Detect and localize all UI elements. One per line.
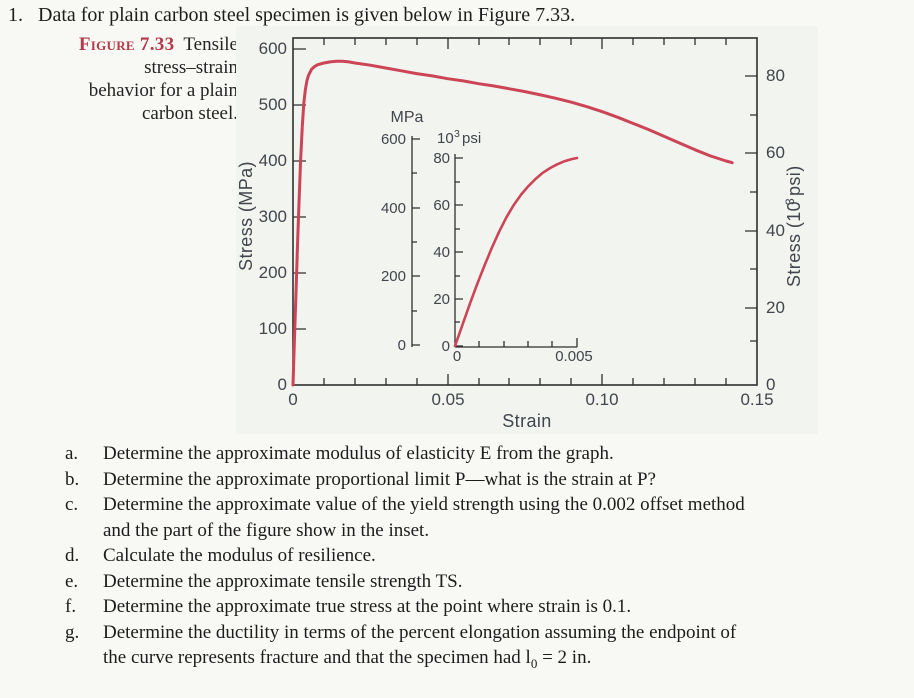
strain-tick-label: 0.10 [585,390,618,409]
inset-psi-tick-label: 40 [433,244,450,261]
inset-x-axis [455,338,578,348]
question-item-g: g. Determine the ductility in terms of t… [65,620,885,671]
mpa-tick-label: 600 [259,39,287,58]
question-letter: c. [65,494,79,515]
inset-psi-axis [454,154,463,347]
figure-background [236,26,818,434]
inset-mpa-title: MPa [391,109,424,126]
inset-psi-title: 10 3 psi [437,128,481,147]
mpa-tick-label: 400 [259,151,287,170]
inset-strain-tick-label: 0.005 [555,348,593,365]
ksi-tick-label: 0 [766,375,775,394]
svg-text:3: 3 [454,128,460,140]
ksi-tick-label: 20 [766,298,785,317]
caption-line-3: behavior for a plain [88,80,238,101]
question-g-line2: the curve represents fracture and that t… [103,647,592,671]
svg-text:Stress (10: Stress (10 [784,201,804,287]
ksi-tick-label: 80 [766,66,785,85]
top-axis-ticks [323,38,727,49]
question-text: Determine the approximate proportional l… [103,468,656,490]
caption-line-1: Figure 7.33 Tensile [78,34,238,55]
caption-line-4: carbon steel. [141,103,238,124]
right-axis-ticks [745,75,757,342]
question-letter: f. [65,596,77,617]
question-list: a. Determine the approximate modulus of … [65,441,885,671]
caption-line-2: stress–strain [144,57,238,78]
problem-number: 1. [8,4,23,26]
inset-mpa-tick-label: 600 [381,131,406,148]
main-chart: 600 500 400 300 200 100 0 80 60 40 20 0 … [236,37,804,431]
plot-frame [292,37,758,386]
question-letter: b. [65,468,80,490]
strain-tick-label: 0.15 [740,390,773,409]
x-axis-title: Strain [502,411,551,431]
question-text: Determine the approximate tensile streng… [103,570,463,592]
question-letter: a. [65,443,79,464]
problem-title-row: 1. Data for plain carbon steel specimen i… [8,2,575,28]
question-letter: g. [65,621,80,643]
question-text: Determine the ductility in terms of the … [103,620,885,671]
inset-strain-tick-label: 0 [453,348,461,365]
inset-mpa-axis [411,136,420,347]
question-text: Determine the approximate value of the y… [103,494,745,541]
question-item-f: f. Determine the approximate true stress… [65,594,885,620]
inset-psi-tick-label: 0 [442,338,450,355]
inset-mpa-tick-label: 0 [398,337,406,354]
inset-mpa-tick-label: 400 [381,200,406,217]
y-axis-right-title: Stress (10 3 psi) [783,165,804,287]
problem-title: Data for plain carbon steel specimen is … [38,4,576,26]
question-letter: d. [65,545,80,566]
strain-tick-label: 0 [288,390,297,409]
mpa-tick-label: 0 [278,375,287,394]
question-item-a: a. Determine the approximate modulus of … [65,441,885,467]
mpa-tick-label: 100 [259,319,287,338]
ksi-tick-label: 40 [766,221,785,240]
question-item-d: d. Calculate the modulus of resilience. [65,543,885,569]
question-text: Determine the approximate modulus of ela… [103,443,614,464]
ksi-tick-label: 60 [766,143,785,162]
mpa-tick-label: 200 [259,263,287,282]
inset-chart: MPa 10 3 psi 600 400 200 0 80 60 40 20 0… [381,109,593,365]
question-item-c: c. Determine the approximate value of th… [65,492,885,543]
inset-psi-tick-label: 60 [433,197,450,214]
svg-text:psi: psi [462,130,481,147]
strain-tick-label: 0.05 [431,390,464,409]
bottom-axis-ticks [323,374,727,385]
question-item-b: b. Determine the approximate proportiona… [65,467,885,493]
svg-text:10: 10 [437,130,454,147]
mpa-tick-label: 500 [259,95,287,114]
svg-text:psi): psi) [784,165,804,196]
inset-mpa-tick-label: 200 [381,268,406,285]
y-axis-left-title: Stress (MPa) [236,161,256,271]
question-text: Calculate the modulus of resilience. [103,545,376,566]
question-letter: e. [65,570,79,592]
figure-7-33-chart: 600 500 400 300 200 100 0 80 60 40 20 0 … [236,26,818,434]
figure-label: Figure 7.33 [78,34,175,55]
stress-strain-curve [291,59,734,387]
inset-stress-strain-curve [453,156,579,348]
mpa-tick-label: 300 [259,207,287,226]
inset-psi-tick-label: 20 [433,291,450,308]
figure-caption: Figure 7.33 Tensile stress–strain behavio… [14,33,238,125]
inset-psi-tick-label: 80 [433,150,450,167]
svg-text:3: 3 [783,198,797,205]
question-text: Determine the approximate true stress at… [103,596,632,617]
question-item-e: e. Determine the approximate tensile str… [65,569,885,595]
